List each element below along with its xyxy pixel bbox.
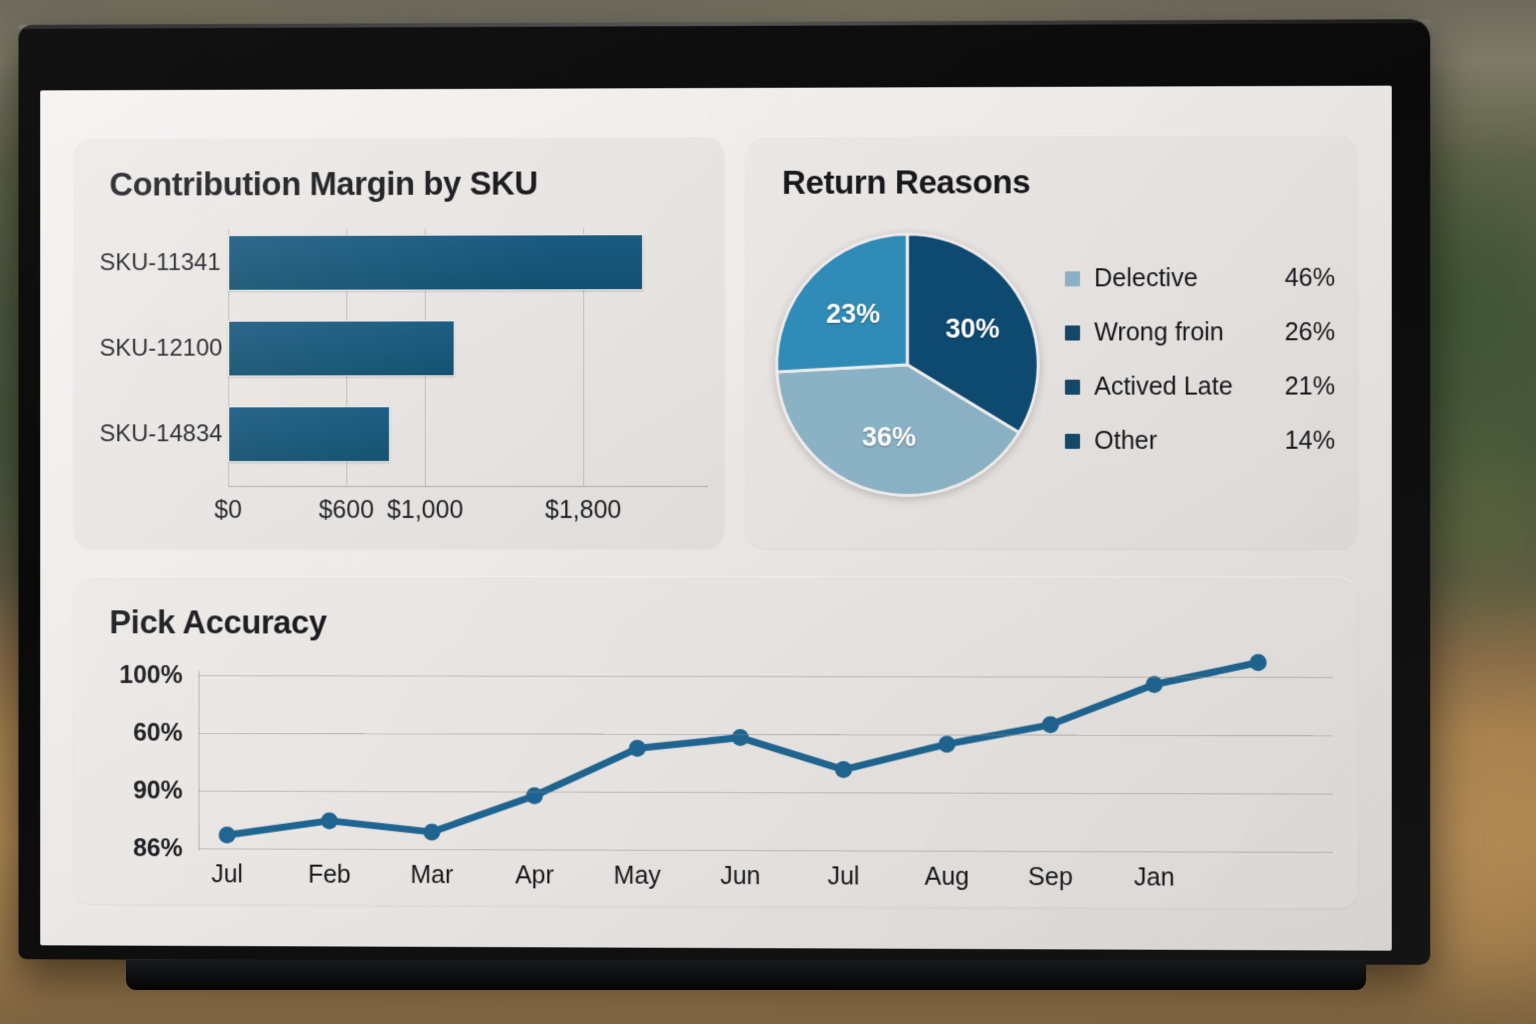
laptop-device: Contribution Margin by SKU SKU-11341 SKU-… <box>14 19 1431 990</box>
line-y-tick-label: 100% <box>119 660 183 689</box>
bar-fill[interactable] <box>228 406 390 463</box>
bar-track <box>228 228 702 297</box>
line-chart-plot: 100% 60% 90% 86% Jul Feb Mar Apr May Jun Jul Aug Se… <box>103 654 1334 892</box>
legend-item-label: Other <box>1094 426 1158 455</box>
line-x-tick-label: May <box>613 861 661 890</box>
line-chart-x-ticks: Jul Feb Mar Apr May Jun Jul Aug Sep Jan <box>198 860 1333 904</box>
line-series-path <box>227 661 1258 838</box>
legend-swatch-icon <box>1064 433 1081 449</box>
pie-chart-legend: Delective 46% Wrong froin 26% Actived Late 21… <box>1064 251 1336 468</box>
legend-swatch-icon <box>1064 379 1081 395</box>
bar-chart-axis-line <box>228 486 709 488</box>
line-x-tick-label: Sep <box>1028 862 1073 892</box>
bar-category-label: SKU-11341 <box>99 249 221 277</box>
pie-slice[interactable] <box>777 365 1019 496</box>
line-data-point[interactable] <box>320 812 338 830</box>
legend-item-value: 26% <box>1284 317 1336 346</box>
pie-chart-svg <box>774 231 1041 498</box>
line-data-point[interactable] <box>218 826 236 844</box>
line-data-point[interactable] <box>1145 675 1163 694</box>
pie-slice-percent-label: 36% <box>861 421 917 452</box>
line-x-tick-label: Apr <box>515 861 554 890</box>
line-chart-series-svg <box>218 654 1267 844</box>
line-data-point[interactable] <box>526 787 543 805</box>
line-y-tick-label: 90% <box>133 776 183 805</box>
line-x-tick-label: Jun <box>720 862 761 891</box>
legend-item-value: 21% <box>1284 371 1336 401</box>
line-y-tick-label: 86% <box>133 833 183 862</box>
bar-category-label: SKU-12100 <box>99 334 223 362</box>
line-chart-y-axis-line <box>198 671 200 851</box>
pie-chart: 30% 36% 23% <box>774 231 1045 502</box>
legend-item-value: 14% <box>1284 426 1336 455</box>
card-title-pick-accuracy: Pick Accuracy <box>109 603 327 641</box>
line-data-point[interactable] <box>629 740 647 758</box>
bar-fill[interactable] <box>228 234 643 291</box>
pie-slice[interactable] <box>907 234 1038 433</box>
pie-slice-percent-label: 30% <box>945 312 1000 343</box>
legend-item-label: Delective <box>1094 263 1198 292</box>
legend-item[interactable]: Wrong froin 26% <box>1064 305 1336 360</box>
line-data-point[interactable] <box>938 735 956 753</box>
bar-category-label: SKU-14834 <box>99 420 223 448</box>
legend-swatch-icon <box>1064 270 1081 286</box>
card-pick-accuracy: Pick Accuracy 100% 60% 90% 86% Jul Feb Mar Apr… <box>73 575 1358 909</box>
line-data-point[interactable] <box>1041 716 1060 734</box>
line-chart-y-ticks: 100% 60% 90% 86% <box>103 661 190 862</box>
bar-x-tick-label: $0 <box>214 495 243 524</box>
line-data-point[interactable] <box>1249 654 1267 672</box>
bar-row: SKU-12100 <box>100 314 702 383</box>
bar-track <box>228 400 702 468</box>
pie-slice-percent-label: 23% <box>826 297 881 329</box>
card-return-reasons: Return Reasons 30% 36% 23% Delective 46% Wro… <box>746 134 1358 549</box>
bar-track <box>228 314 702 382</box>
card-title-contribution-margin: Contribution Margin by SKU <box>109 164 538 203</box>
bar-chart-x-ticks: $0 $600 $1,000 $1,800 <box>214 495 726 536</box>
line-x-tick-label: Jul <box>827 862 860 891</box>
laptop-base <box>126 960 1366 990</box>
line-x-tick-label: Jan <box>1133 863 1175 892</box>
bar-chart-rows: SKU-11341 SKU-12100 SKU-14834 <box>100 228 702 463</box>
pie-slice[interactable] <box>777 234 908 372</box>
laptop-bezel: Contribution Margin by SKU SKU-11341 SKU-… <box>18 19 1431 965</box>
laptop-screen: Contribution Margin by SKU SKU-11341 SKU-… <box>40 85 1392 951</box>
bar-row: SKU-14834 <box>100 400 702 468</box>
bar-row: SKU-11341 <box>100 228 702 297</box>
line-x-tick-label: Jul <box>211 860 243 889</box>
line-x-tick-label: Mar <box>410 861 454 890</box>
line-x-tick-label: Feb <box>307 860 351 889</box>
line-chart-grid-area <box>198 654 1334 854</box>
line-data-point[interactable] <box>731 728 749 746</box>
line-x-tick-label: Aug <box>924 862 970 891</box>
bar-fill[interactable] <box>228 320 455 377</box>
bar-x-tick-label: $1,800 <box>545 495 622 524</box>
line-y-tick-label: 60% <box>133 718 183 747</box>
legend-item[interactable]: Other 14% <box>1064 414 1336 468</box>
legend-swatch-icon <box>1064 324 1081 341</box>
bar-chart-plot: SKU-11341 SKU-12100 SKU-14834 $0 $600 $1,000… <box>100 228 709 548</box>
bar-x-tick-label: $1,000 <box>387 495 464 524</box>
bar-x-tick-label: $600 <box>318 495 374 524</box>
card-title-return-reasons: Return Reasons <box>782 163 1031 201</box>
line-data-point[interactable] <box>423 823 441 841</box>
legend-item-value: 46% <box>1284 263 1336 292</box>
legend-item[interactable]: Actived Late 21% <box>1064 359 1336 413</box>
legend-item-label: Wrong froin <box>1094 317 1224 347</box>
card-contribution-margin: Contribution Margin by SKU SKU-11341 SKU-… <box>73 135 724 549</box>
line-data-point[interactable] <box>834 760 852 778</box>
legend-item[interactable]: Delective 46% <box>1064 251 1336 306</box>
legend-item-label: Actived Late <box>1094 371 1233 401</box>
